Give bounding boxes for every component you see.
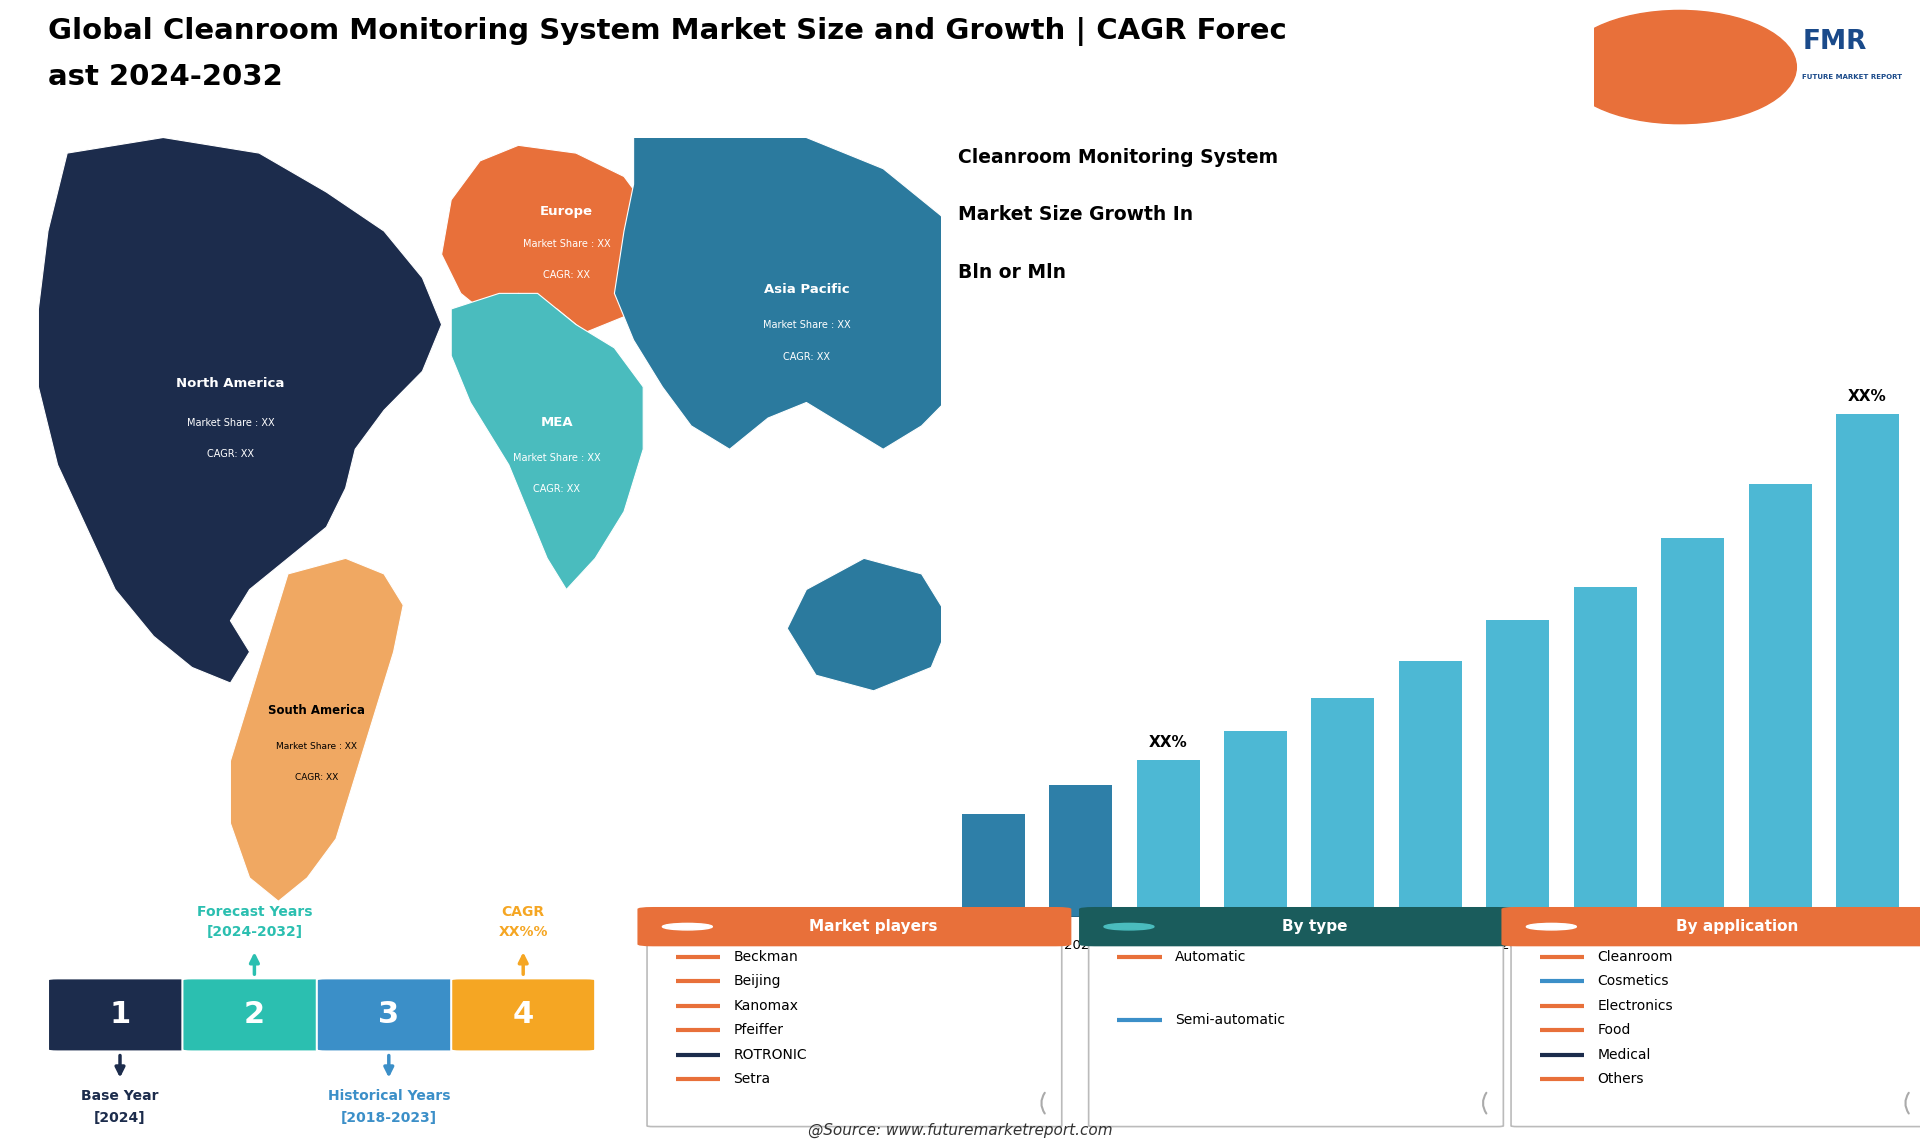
Text: Pfeiffer: Pfeiffer — [733, 1023, 783, 1037]
Bar — [1225, 731, 1286, 917]
Text: ast 2024-2032: ast 2024-2032 — [48, 63, 282, 91]
FancyBboxPatch shape — [1089, 941, 1503, 1127]
Text: 2026: 2026 — [1327, 940, 1359, 952]
Text: 2023: 2023 — [1064, 940, 1098, 952]
Text: 2031: 2031 — [1763, 940, 1797, 952]
Bar — [1574, 587, 1636, 917]
Text: XX%: XX% — [1148, 735, 1187, 749]
Text: By application: By application — [1676, 919, 1799, 934]
FancyBboxPatch shape — [647, 941, 1062, 1127]
Circle shape — [1104, 924, 1154, 929]
Text: 4: 4 — [513, 1000, 534, 1029]
Text: Medical: Medical — [1597, 1047, 1651, 1061]
Text: CAGR: XX: CAGR: XX — [296, 774, 338, 783]
Text: Market Share : XX: Market Share : XX — [276, 743, 357, 752]
Bar — [1486, 620, 1549, 917]
Text: 2: 2 — [244, 1000, 265, 1029]
Text: Kanomax: Kanomax — [733, 999, 799, 1013]
FancyBboxPatch shape — [1501, 906, 1920, 947]
Text: FUTURE MARKET REPORT: FUTURE MARKET REPORT — [1803, 74, 1903, 80]
Polygon shape — [614, 121, 979, 449]
Text: Beckman: Beckman — [733, 950, 799, 964]
Text: Market Share : XX: Market Share : XX — [186, 418, 275, 427]
Text: Europe: Europe — [540, 205, 593, 219]
FancyBboxPatch shape — [1511, 941, 1920, 1127]
Polygon shape — [442, 146, 672, 332]
Bar — [1836, 414, 1899, 917]
Text: Cleanroom Monitoring System: Cleanroom Monitoring System — [958, 148, 1279, 166]
Text: Market Size Growth In: Market Size Growth In — [958, 205, 1194, 225]
Text: @Source: www.futuremarketreport.com: @Source: www.futuremarketreport.com — [808, 1123, 1112, 1138]
Text: 2028: 2028 — [1501, 940, 1534, 952]
Text: FMR: FMR — [1803, 29, 1866, 55]
Text: Cleanroom: Cleanroom — [1597, 950, 1672, 964]
Text: Setra: Setra — [733, 1073, 770, 1086]
Text: CAGR: XX: CAGR: XX — [783, 352, 829, 362]
Bar — [1311, 698, 1375, 917]
FancyBboxPatch shape — [182, 979, 326, 1052]
Text: North America: North America — [177, 377, 284, 390]
Text: 2032: 2032 — [1851, 940, 1885, 952]
Circle shape — [1526, 924, 1576, 929]
Text: 2025: 2025 — [1238, 940, 1273, 952]
Text: CAGR: XX: CAGR: XX — [543, 269, 589, 280]
Text: CAGR: CAGR — [501, 904, 545, 919]
Text: Semi-automatic: Semi-automatic — [1175, 1013, 1284, 1028]
Polygon shape — [787, 558, 950, 691]
Text: Base Year: Base Year — [81, 1089, 159, 1102]
Text: Asia Pacific: Asia Pacific — [764, 283, 849, 297]
Bar — [962, 814, 1025, 917]
Text: CAGR: XX: CAGR: XX — [207, 449, 253, 460]
FancyBboxPatch shape — [48, 979, 192, 1052]
FancyBboxPatch shape — [451, 979, 595, 1052]
Text: Market players: Market players — [810, 919, 937, 934]
Text: Electronics: Electronics — [1597, 999, 1672, 1013]
Text: 2022: 2022 — [975, 940, 1010, 952]
Text: [2024]: [2024] — [94, 1112, 146, 1125]
Bar — [1400, 661, 1461, 917]
FancyBboxPatch shape — [317, 979, 461, 1052]
Text: Bln or Mln: Bln or Mln — [958, 262, 1066, 282]
Bar — [1048, 785, 1112, 917]
Text: XX%: XX% — [1849, 388, 1887, 403]
Text: Beijing: Beijing — [733, 974, 781, 988]
Text: South America: South America — [269, 704, 365, 717]
Text: Forecast Years: Forecast Years — [196, 904, 313, 919]
Text: Cosmetics: Cosmetics — [1597, 974, 1668, 988]
Text: CAGR: XX: CAGR: XX — [534, 484, 580, 494]
FancyBboxPatch shape — [1079, 906, 1513, 947]
Text: XX%%: XX%% — [499, 925, 547, 939]
Text: Market Share : XX: Market Share : XX — [762, 321, 851, 330]
Text: 2024: 2024 — [1152, 940, 1185, 952]
Bar — [1661, 537, 1724, 917]
Text: Global Cleanroom Monitoring System Market Size and Growth | CAGR Forec: Global Cleanroom Monitoring System Marke… — [48, 17, 1286, 46]
Text: [2018-2023]: [2018-2023] — [340, 1112, 438, 1125]
Text: 2029: 2029 — [1588, 940, 1622, 952]
Text: Market Share : XX: Market Share : XX — [522, 238, 611, 249]
Bar — [1137, 760, 1200, 917]
Polygon shape — [230, 558, 403, 901]
Text: 1: 1 — [109, 1000, 131, 1029]
Text: 3: 3 — [378, 1000, 399, 1029]
Text: Market Share : XX: Market Share : XX — [513, 453, 601, 463]
Text: Others: Others — [1597, 1073, 1644, 1086]
FancyBboxPatch shape — [637, 906, 1071, 947]
Text: ROTRONIC: ROTRONIC — [733, 1047, 806, 1061]
Bar — [1749, 484, 1812, 917]
Text: Historical Years: Historical Years — [328, 1089, 449, 1102]
Polygon shape — [451, 293, 643, 589]
Circle shape — [1563, 10, 1797, 124]
Circle shape — [662, 924, 712, 929]
Text: By type: By type — [1283, 919, 1348, 934]
Text: [2024-2032]: [2024-2032] — [205, 925, 303, 939]
Text: Automatic: Automatic — [1175, 950, 1246, 964]
Text: MEA: MEA — [541, 416, 572, 429]
Text: Food: Food — [1597, 1023, 1630, 1037]
Text: 2030: 2030 — [1676, 940, 1709, 952]
Text: 2027: 2027 — [1413, 940, 1448, 952]
Polygon shape — [38, 138, 442, 683]
